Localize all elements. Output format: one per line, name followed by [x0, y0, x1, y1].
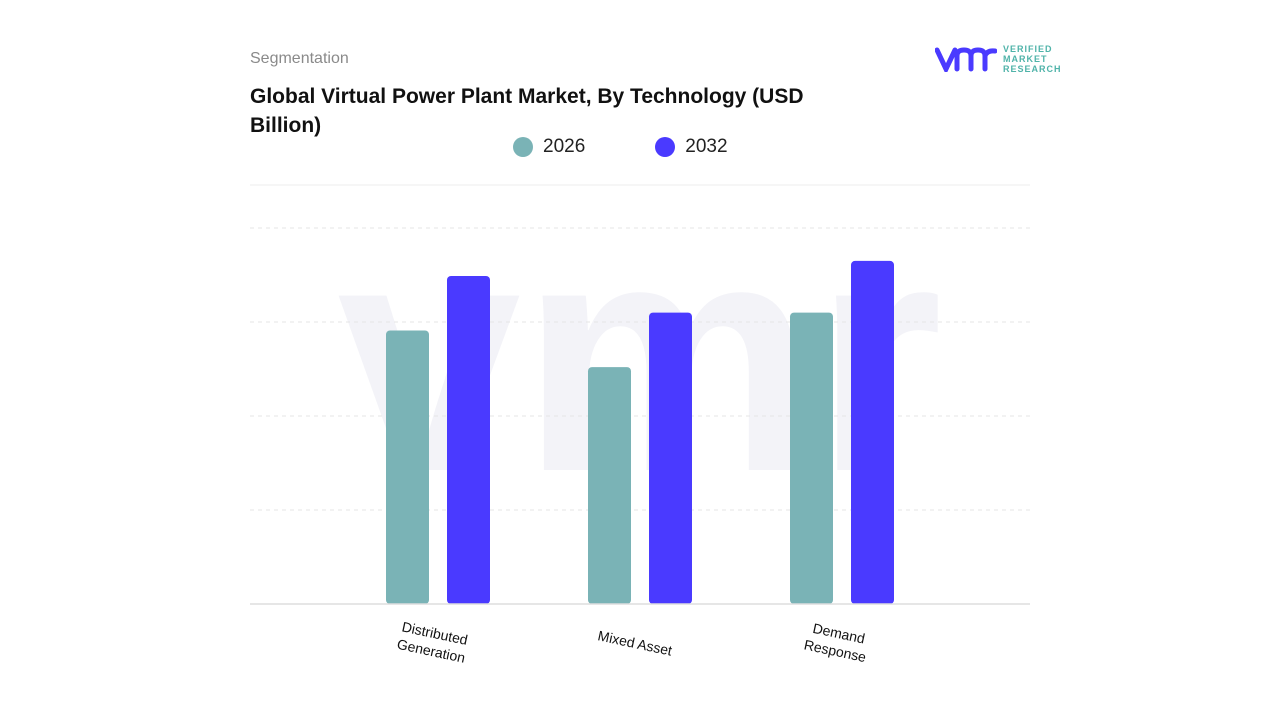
legend-label: 2032	[685, 136, 728, 157]
logo-line: VERIFIED	[1003, 44, 1053, 54]
watermark: vmr	[337, 171, 942, 540]
legend-item-2032: 2032	[655, 136, 728, 158]
logo-line: MARKET	[1003, 54, 1048, 64]
logo-line: RESEARCH	[1003, 64, 1062, 74]
bar-2026-distributed-generation	[386, 330, 429, 604]
legend-swatch	[513, 137, 533, 157]
bar-2032-distributed-generation	[447, 275, 490, 604]
vmr-logo-mark	[935, 47, 997, 72]
bar-2032-mixed-asset	[649, 312, 692, 604]
chart-title: Global Virtual Power Plant Market, By Te…	[250, 85, 804, 137]
bar-2026-mixed-asset	[588, 367, 631, 604]
legend-label: 2026	[543, 136, 586, 157]
legend: 2026 2032	[513, 136, 728, 158]
legend-swatch	[655, 137, 676, 157]
section-label: Segmentation	[250, 50, 349, 67]
bar-2026-demand-response	[790, 312, 833, 604]
vmr-logo: VERIFIED MARKET RESEARCH	[935, 44, 1062, 74]
legend-item-2026: 2026	[513, 136, 585, 158]
bar-2032-demand-response	[851, 260, 894, 604]
